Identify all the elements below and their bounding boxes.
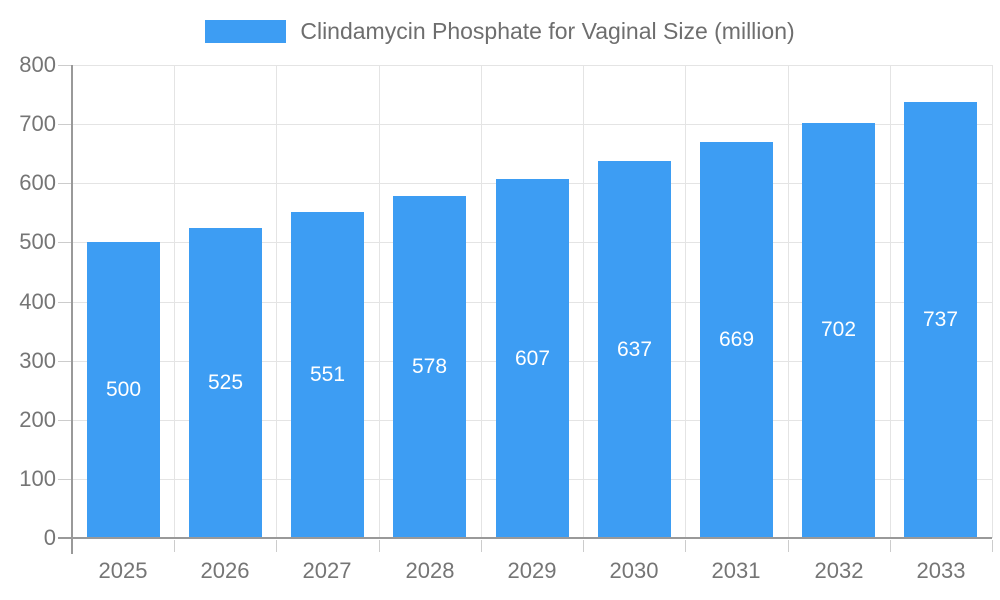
y-axis-label: 0 xyxy=(43,525,56,550)
bar-value-label: 669 xyxy=(718,328,755,351)
x-axis-label: 2027 xyxy=(302,558,352,583)
x-tick xyxy=(685,540,686,552)
legend-label: Clindamycin Phosphate for Vaginal Size (… xyxy=(300,18,795,44)
x-axis-label: 2032 xyxy=(814,558,864,583)
y-axis-line xyxy=(71,65,73,554)
y-tick xyxy=(58,183,72,184)
bar[interactable] xyxy=(496,179,569,538)
x-gridline xyxy=(583,65,584,538)
y-axis-label: 100 xyxy=(19,466,56,491)
x-tick xyxy=(583,540,584,552)
x-axis-label: 2026 xyxy=(200,558,250,583)
x-gridline xyxy=(481,65,482,538)
x-axis-label: 2031 xyxy=(711,558,761,583)
x-axis-line xyxy=(58,537,992,539)
y-gridline xyxy=(72,65,992,66)
x-gridline xyxy=(174,65,175,538)
x-gridline xyxy=(788,65,789,538)
x-tick xyxy=(890,540,891,552)
y-axis-label: 700 xyxy=(19,111,56,136)
x-tick xyxy=(174,540,175,552)
chart-legend[interactable]: Clindamycin Phosphate for Vaginal Size (… xyxy=(0,18,1000,45)
bar-value-label: 637 xyxy=(616,338,653,361)
bar-value-label: 551 xyxy=(309,363,346,386)
bar-value-label: 737 xyxy=(922,308,959,331)
y-gridline xyxy=(72,124,992,125)
legend-swatch xyxy=(205,20,287,43)
bar[interactable] xyxy=(189,228,262,538)
bar[interactable] xyxy=(802,123,875,538)
y-axis-label: 400 xyxy=(19,289,56,314)
bar-value-label: 607 xyxy=(514,347,551,370)
y-axis-label: 800 xyxy=(19,52,56,77)
x-tick xyxy=(276,540,277,552)
bar[interactable] xyxy=(700,142,773,538)
bar[interactable] xyxy=(598,161,671,538)
x-tick xyxy=(992,540,993,552)
x-gridline xyxy=(276,65,277,538)
x-tick xyxy=(379,540,380,552)
x-tick xyxy=(788,540,789,552)
bar[interactable] xyxy=(291,212,364,538)
y-tick xyxy=(58,65,72,66)
x-gridline xyxy=(992,65,993,538)
bar-value-label: 525 xyxy=(207,371,244,394)
bar-value-label: 578 xyxy=(411,355,448,378)
bar[interactable] xyxy=(87,242,160,538)
x-axis-label: 2033 xyxy=(916,558,966,583)
x-axis-label: 2028 xyxy=(405,558,455,583)
y-axis-label: 500 xyxy=(19,229,56,254)
x-gridline xyxy=(379,65,380,538)
y-tick xyxy=(58,242,72,243)
bar-value-label: 702 xyxy=(820,318,857,341)
bar-value-label: 500 xyxy=(105,378,142,401)
x-tick xyxy=(481,540,482,552)
y-tick xyxy=(58,420,72,421)
y-tick xyxy=(58,124,72,125)
bar[interactable] xyxy=(393,196,466,538)
x-axis-label: 2025 xyxy=(98,558,148,583)
x-axis-label: 2030 xyxy=(609,558,659,583)
y-axis-label: 300 xyxy=(19,348,56,373)
y-axis-label: 600 xyxy=(19,170,56,195)
bar[interactable] xyxy=(904,102,977,538)
y-tick xyxy=(58,479,72,480)
x-gridline xyxy=(890,65,891,538)
y-tick xyxy=(58,302,72,303)
y-axis-label: 200 xyxy=(19,407,56,432)
x-axis-label: 2029 xyxy=(507,558,557,583)
x-gridline xyxy=(685,65,686,538)
y-tick xyxy=(58,361,72,362)
